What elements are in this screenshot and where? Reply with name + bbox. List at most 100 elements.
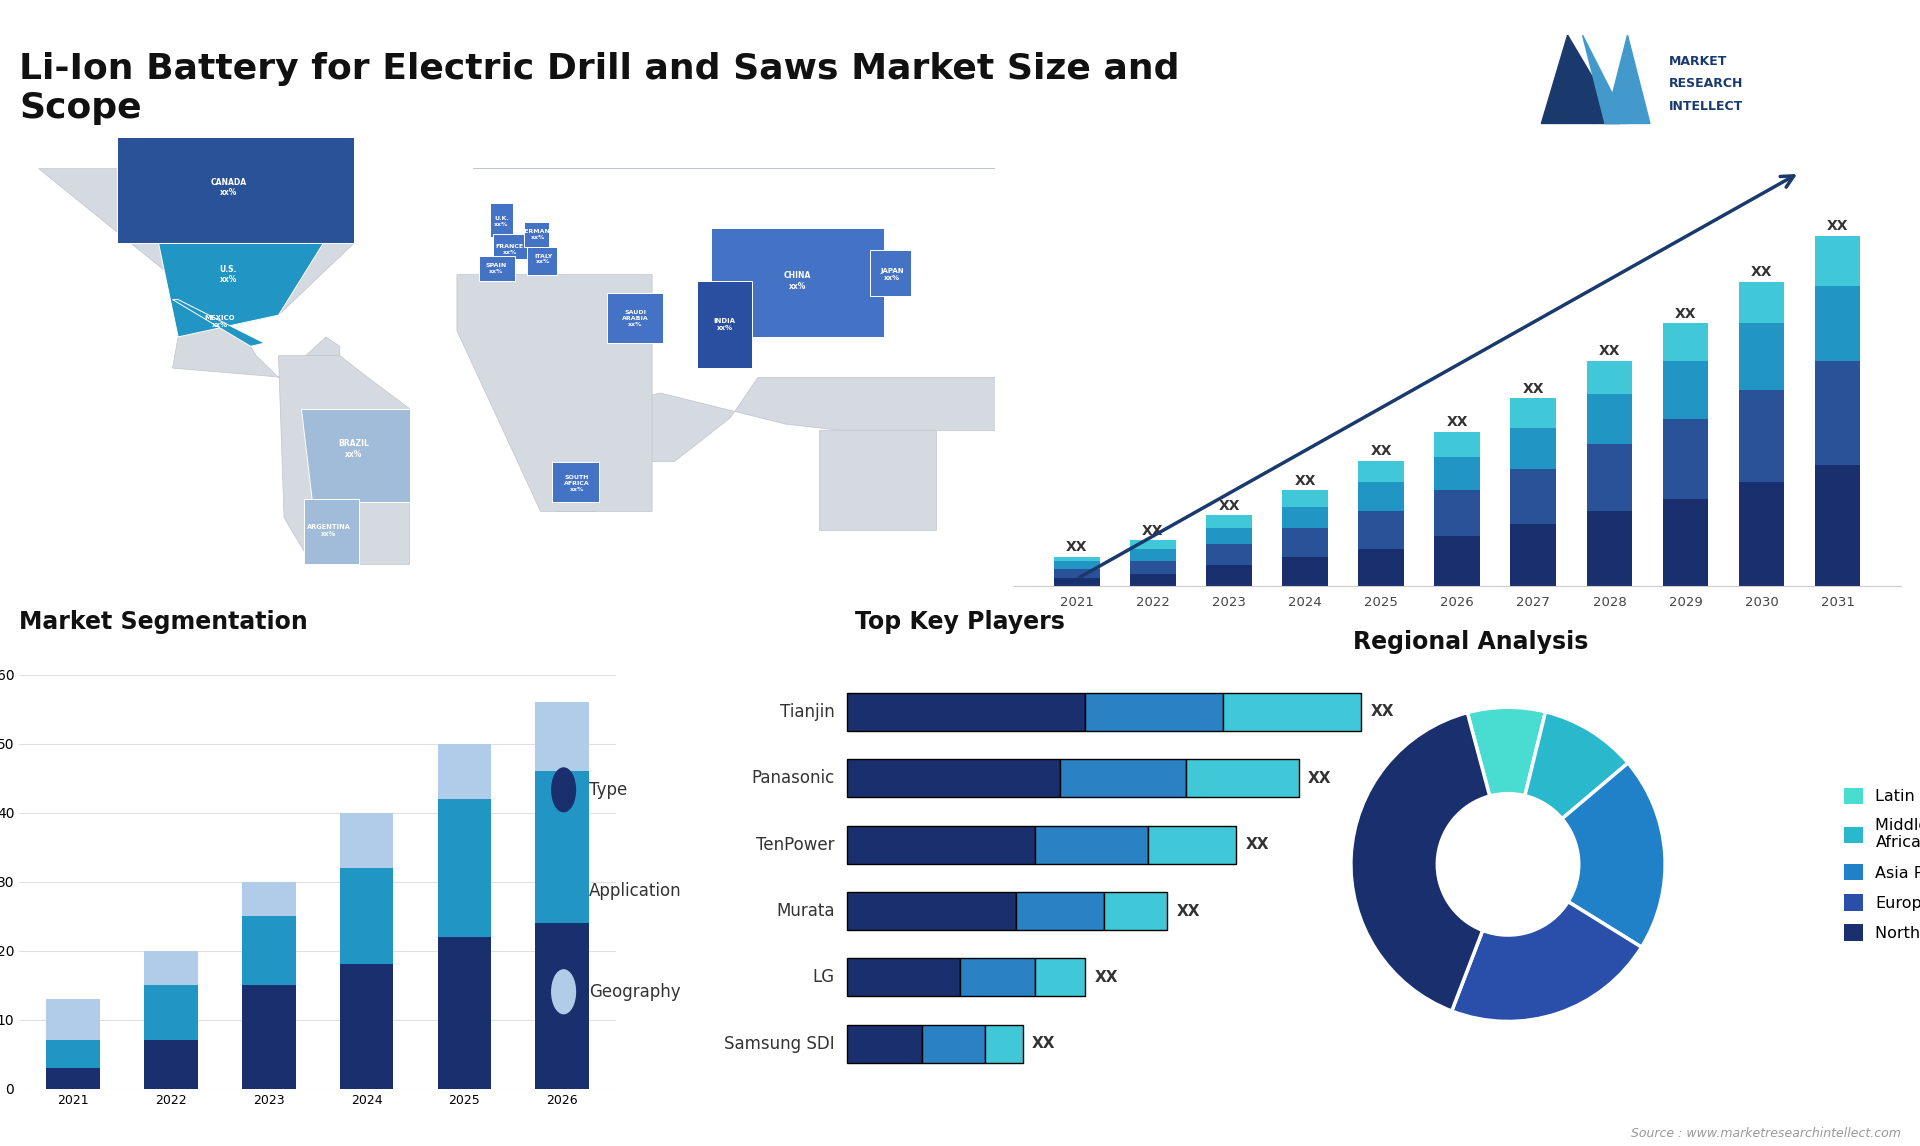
Text: XX: XX bbox=[1446, 415, 1469, 430]
Polygon shape bbox=[551, 462, 599, 502]
Text: Samsung SDI: Samsung SDI bbox=[724, 1035, 835, 1053]
Text: SOUTH
AFRICA
xx%: SOUTH AFRICA xx% bbox=[564, 476, 589, 492]
Wedge shape bbox=[1524, 712, 1628, 818]
Text: XX: XX bbox=[1523, 382, 1544, 395]
Wedge shape bbox=[1563, 763, 1665, 947]
Polygon shape bbox=[490, 203, 513, 237]
Bar bbox=[46, 1041, 100, 1068]
Bar bbox=[438, 799, 492, 936]
Polygon shape bbox=[117, 134, 353, 243]
Text: Source : www.marketresearchintellect.com: Source : www.marketresearchintellect.com bbox=[1630, 1128, 1901, 1140]
Wedge shape bbox=[1352, 713, 1490, 1011]
Polygon shape bbox=[1542, 36, 1594, 124]
Text: ARGENTINA
xx%: ARGENTINA xx% bbox=[307, 524, 351, 536]
Bar bbox=[144, 986, 198, 1041]
Bar bbox=[1206, 516, 1252, 528]
FancyBboxPatch shape bbox=[985, 1025, 1023, 1062]
Bar bbox=[1586, 394, 1632, 445]
Bar bbox=[536, 702, 589, 771]
Bar bbox=[1814, 361, 1860, 465]
FancyBboxPatch shape bbox=[1085, 692, 1223, 731]
Circle shape bbox=[551, 970, 576, 1013]
Bar bbox=[1131, 540, 1175, 549]
Bar bbox=[536, 771, 589, 923]
Text: XX: XX bbox=[1371, 445, 1392, 458]
Bar bbox=[1357, 549, 1404, 587]
Bar bbox=[1814, 236, 1860, 285]
Bar bbox=[438, 936, 492, 1089]
Title: Regional Analysis: Regional Analysis bbox=[1354, 630, 1588, 654]
Polygon shape bbox=[697, 281, 753, 368]
Text: XX: XX bbox=[1142, 524, 1164, 537]
FancyBboxPatch shape bbox=[1187, 759, 1298, 798]
Polygon shape bbox=[173, 299, 265, 346]
Text: FRANCE
xx%: FRANCE xx% bbox=[495, 244, 524, 256]
Bar bbox=[1434, 432, 1480, 457]
Text: XX: XX bbox=[1828, 219, 1849, 233]
Text: XX: XX bbox=[1599, 344, 1620, 359]
Text: BRAZIL
xx%: BRAZIL xx% bbox=[338, 439, 369, 458]
Polygon shape bbox=[480, 256, 515, 281]
Text: U.K.
xx%: U.K. xx% bbox=[493, 217, 509, 227]
FancyBboxPatch shape bbox=[847, 692, 1085, 731]
Bar bbox=[242, 881, 296, 916]
Bar bbox=[1511, 427, 1555, 470]
Bar bbox=[1357, 461, 1404, 481]
Bar bbox=[1814, 465, 1860, 587]
Text: Panasonic: Panasonic bbox=[751, 769, 835, 787]
Bar bbox=[1663, 499, 1709, 587]
Bar bbox=[1054, 557, 1100, 562]
Bar bbox=[1206, 528, 1252, 544]
Text: Li-Ion Battery for Electric Drill and Saws Market Size and
Scope: Li-Ion Battery for Electric Drill and Sa… bbox=[19, 52, 1179, 125]
Bar bbox=[46, 1068, 100, 1089]
Polygon shape bbox=[493, 234, 530, 259]
Text: XX: XX bbox=[1294, 473, 1315, 488]
Title: Top Key Players: Top Key Players bbox=[854, 610, 1066, 634]
Bar bbox=[1283, 557, 1329, 587]
FancyBboxPatch shape bbox=[1016, 892, 1104, 931]
FancyBboxPatch shape bbox=[960, 958, 1035, 997]
Bar bbox=[340, 813, 394, 868]
Circle shape bbox=[551, 869, 576, 912]
Text: Market Segmentation: Market Segmentation bbox=[19, 610, 307, 634]
Bar bbox=[1740, 481, 1784, 587]
Bar bbox=[438, 744, 492, 799]
FancyBboxPatch shape bbox=[847, 892, 1016, 931]
Bar bbox=[1131, 549, 1175, 562]
Wedge shape bbox=[1452, 902, 1642, 1021]
Text: Tianjin: Tianjin bbox=[780, 702, 835, 721]
Text: GERMANY
xx%: GERMANY xx% bbox=[520, 229, 555, 240]
Text: CHINA
xx%: CHINA xx% bbox=[783, 272, 810, 291]
Bar bbox=[1357, 511, 1404, 549]
Text: SAUDI
ARABIA
xx%: SAUDI ARABIA xx% bbox=[622, 309, 649, 327]
Text: SPAIN
xx%: SPAIN xx% bbox=[486, 262, 507, 274]
Bar bbox=[1357, 481, 1404, 511]
FancyBboxPatch shape bbox=[1223, 692, 1361, 731]
Text: XX: XX bbox=[1177, 903, 1200, 919]
Bar bbox=[1434, 536, 1480, 587]
Text: ITALY
xx%: ITALY xx% bbox=[534, 253, 553, 265]
Bar bbox=[1434, 490, 1480, 536]
Bar bbox=[46, 999, 100, 1041]
Bar bbox=[1814, 285, 1860, 361]
Bar bbox=[1511, 524, 1555, 587]
Polygon shape bbox=[870, 250, 912, 297]
Text: XX: XX bbox=[1751, 265, 1772, 280]
FancyBboxPatch shape bbox=[1148, 825, 1236, 864]
Bar bbox=[1283, 490, 1329, 507]
Text: TenPower: TenPower bbox=[756, 835, 835, 854]
Bar bbox=[1586, 445, 1632, 511]
Text: XX: XX bbox=[1674, 307, 1695, 321]
FancyBboxPatch shape bbox=[847, 825, 1035, 864]
Bar bbox=[1586, 361, 1632, 394]
Polygon shape bbox=[524, 221, 549, 246]
Legend: Latin America, Middle East &
Africa, Asia Pacific, Europe, North America: Latin America, Middle East & Africa, Asi… bbox=[1837, 782, 1920, 948]
Polygon shape bbox=[1605, 36, 1649, 124]
Bar bbox=[242, 916, 296, 986]
Text: XX: XX bbox=[1371, 705, 1394, 720]
FancyBboxPatch shape bbox=[1035, 825, 1148, 864]
Bar bbox=[144, 1041, 198, 1089]
Text: XX: XX bbox=[1308, 771, 1331, 786]
Text: MEXICO
xx%: MEXICO xx% bbox=[205, 315, 236, 328]
Polygon shape bbox=[303, 499, 359, 564]
